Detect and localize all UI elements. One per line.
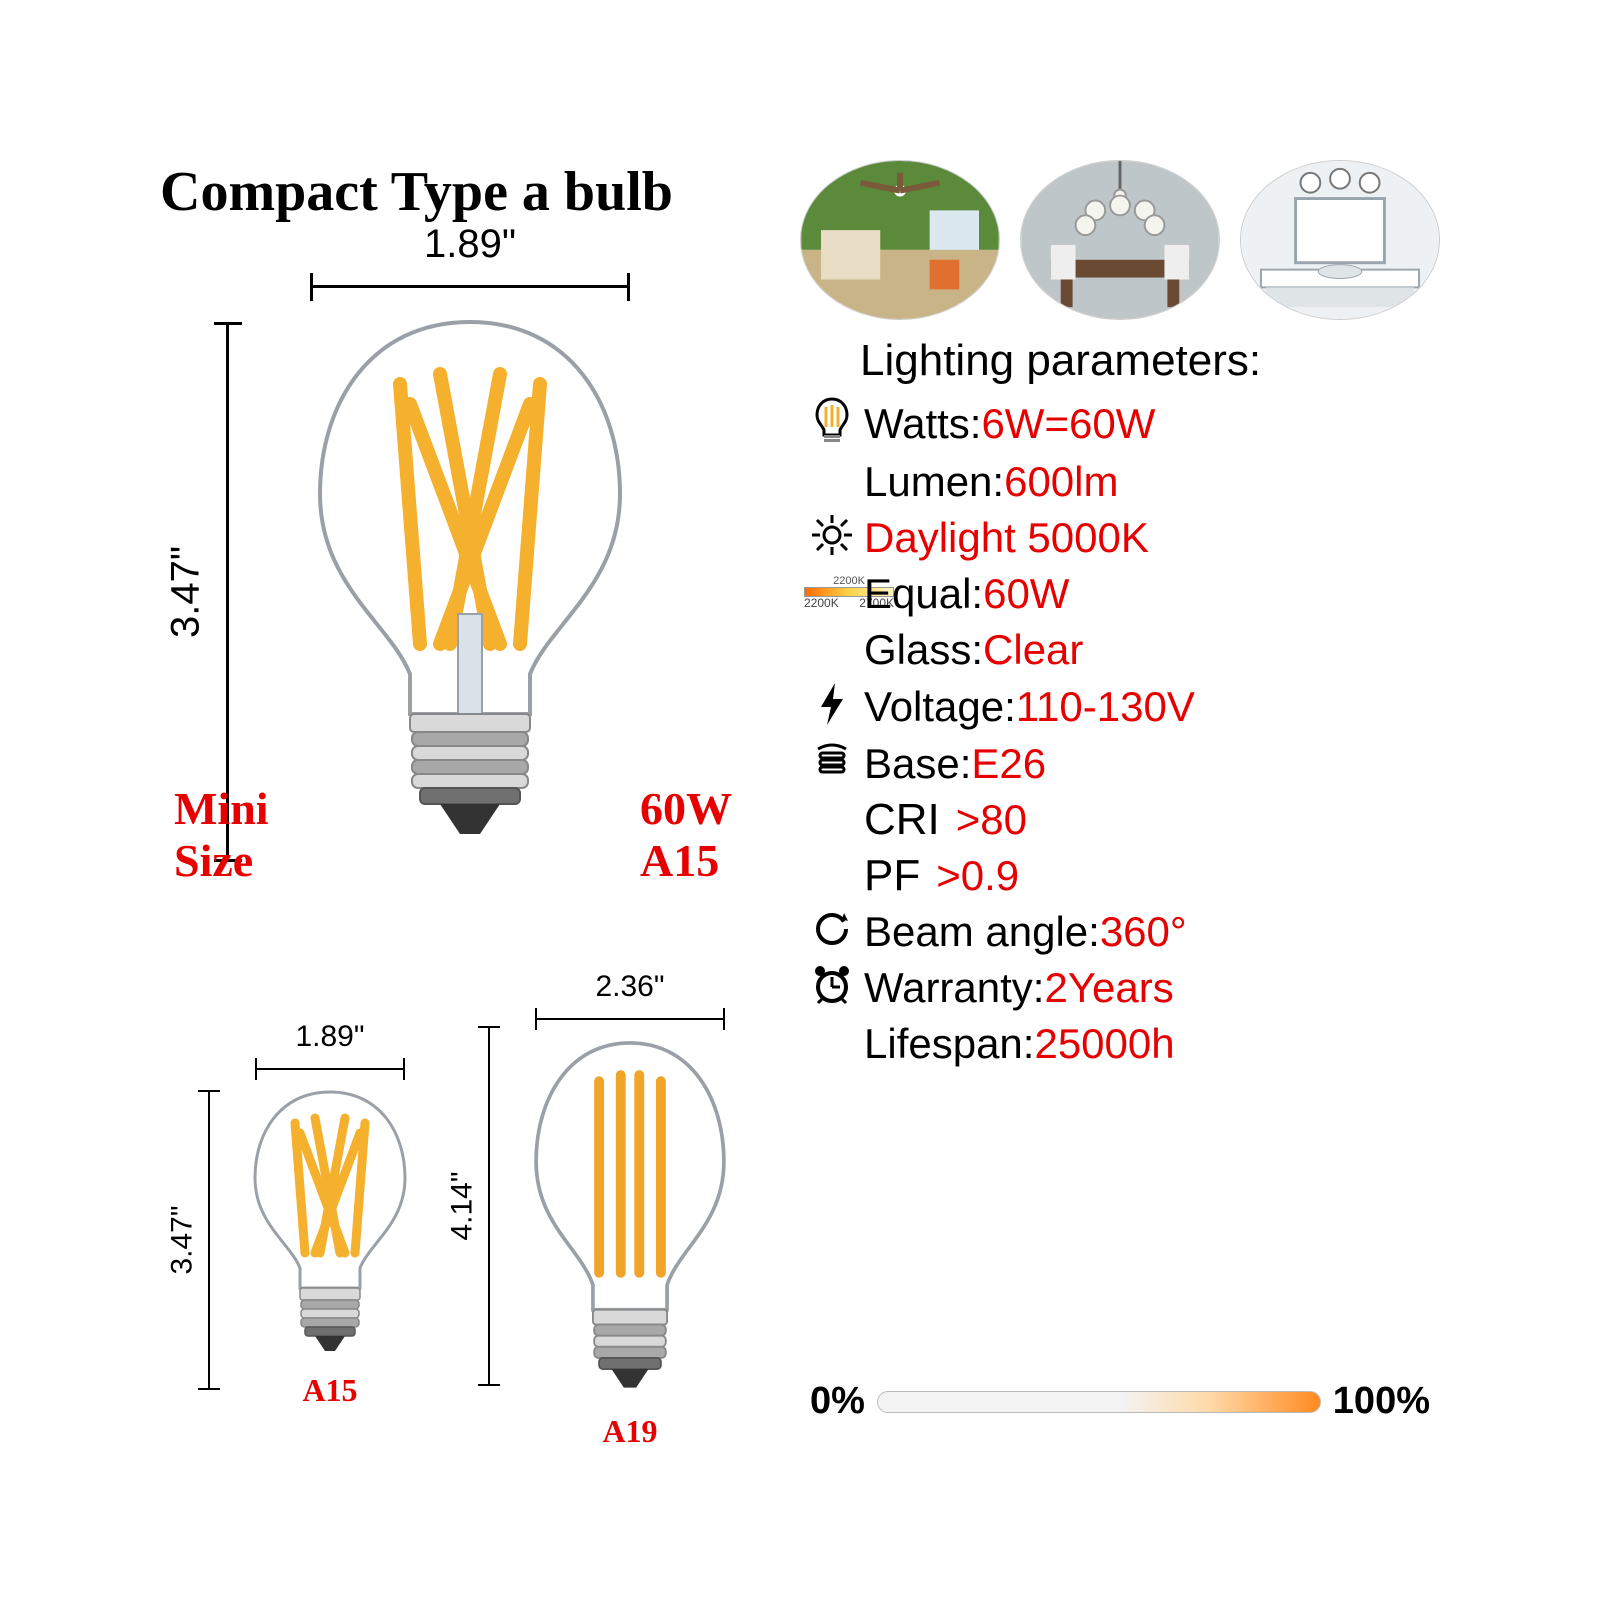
thumb-dining — [1020, 160, 1220, 320]
param-row-7: CRI>80 — [800, 792, 1440, 848]
dimmer-min: 0% — [810, 1380, 865, 1423]
param-text-0: Watts:6W=60W — [864, 400, 1155, 448]
a15-width: 1.89" — [210, 1020, 450, 1054]
compare-a15: 1.89" 3.47" — [210, 1020, 450, 1409]
main-bulb-image — [300, 314, 640, 874]
param-text-9: Beam angle:360° — [864, 908, 1187, 956]
dim-width-line — [310, 273, 630, 303]
dim-height-left: 3.47" — [170, 322, 230, 862]
circle-icon — [800, 909, 864, 955]
a19-height-dim: 4.14" — [450, 1026, 490, 1386]
param-row-2: Daylight 5000K — [800, 510, 1440, 566]
a15-tag: A15 — [210, 1372, 450, 1409]
sun-icon — [800, 513, 864, 563]
a15-height-dim: 3.47" — [170, 1090, 210, 1390]
param-row-4: Glass:Clear — [800, 622, 1440, 678]
param-row-11: Lifespan:25000h — [800, 1016, 1440, 1072]
dimmer-track — [877, 1391, 1321, 1413]
a19-tag: A19 — [490, 1413, 770, 1450]
dimmer-bar: 0% 100% — [810, 1380, 1430, 1423]
base-icon — [800, 741, 864, 787]
label-size: Size — [174, 834, 253, 887]
param-row-6: Base:E26 — [800, 736, 1440, 792]
bulb-icon — [800, 397, 864, 451]
label-mini: Mini — [174, 782, 269, 835]
right-column: Lighting parameters: Watts:6W=60W Lumen:6… — [800, 160, 1440, 1072]
compare-a19: 2.36" 4.14" — [490, 970, 770, 1450]
thumb-bathroom — [1240, 160, 1440, 320]
param-text-3: Equal:60W — [864, 570, 1069, 618]
dimmer-max: 100% — [1333, 1380, 1430, 1423]
param-row-10: Warranty:2Years — [800, 960, 1440, 1016]
param-text-8: PF>0.9 — [864, 851, 1019, 901]
param-text-5: Voltage:110-130V — [864, 683, 1195, 731]
temp-icon: 2200K2200K2700K — [800, 574, 864, 615]
param-text-11: Lifespan:25000h — [864, 1020, 1175, 1068]
dim-height-label: 3.47" — [164, 546, 209, 638]
param-row-0: Watts:6W=60W — [800, 394, 1440, 454]
param-text-4: Glass:Clear — [864, 626, 1083, 674]
clock-icon — [800, 965, 864, 1011]
label-60w: 60W — [640, 782, 732, 835]
page-title: Compact Type a bulb — [160, 160, 673, 224]
param-row-5: Voltage:110-130V — [800, 678, 1440, 736]
comparison-panel: 1.89" 3.47" — [180, 970, 800, 1430]
params-list: Watts:6W=60W Lumen:600lm Daylight 5000K220… — [800, 394, 1440, 1072]
bolt-icon — [800, 681, 864, 733]
thumbnail-row — [800, 160, 1440, 320]
param-text-7: CRI>80 — [864, 795, 1027, 845]
dim-height-line — [214, 322, 244, 862]
main-bulb-panel: 1.89" 3.47" — [170, 222, 730, 942]
param-text-2: Daylight 5000K — [864, 514, 1149, 562]
dim-width-top: 1.89" — [310, 222, 630, 303]
param-row-3: 2200K2200K2700KEqual:60W — [800, 566, 1440, 622]
thumb-bedroom — [800, 160, 1000, 320]
a19-width: 2.36" — [490, 970, 770, 1004]
param-text-10: Warranty:2Years — [864, 964, 1174, 1012]
param-row-8: PF>0.9 — [800, 848, 1440, 904]
a19-bulb-image — [525, 1038, 735, 1409]
label-a15: A15 — [640, 834, 719, 887]
a19-height: 4.14" — [446, 1171, 480, 1240]
a15-bulb-image — [245, 1088, 415, 1368]
params-heading: Lighting parameters: — [860, 336, 1440, 386]
param-text-1: Lumen:600lm — [864, 458, 1119, 506]
infographic-canvas: Compact Type a bulb 1.89" 3.47" — [160, 160, 1440, 1440]
param-row-9: Beam angle:360° — [800, 904, 1440, 960]
param-text-6: Base:E26 — [864, 740, 1046, 788]
dim-width-label: 1.89" — [310, 222, 630, 267]
a15-height: 3.47" — [166, 1205, 200, 1274]
param-row-1: Lumen:600lm — [800, 454, 1440, 510]
